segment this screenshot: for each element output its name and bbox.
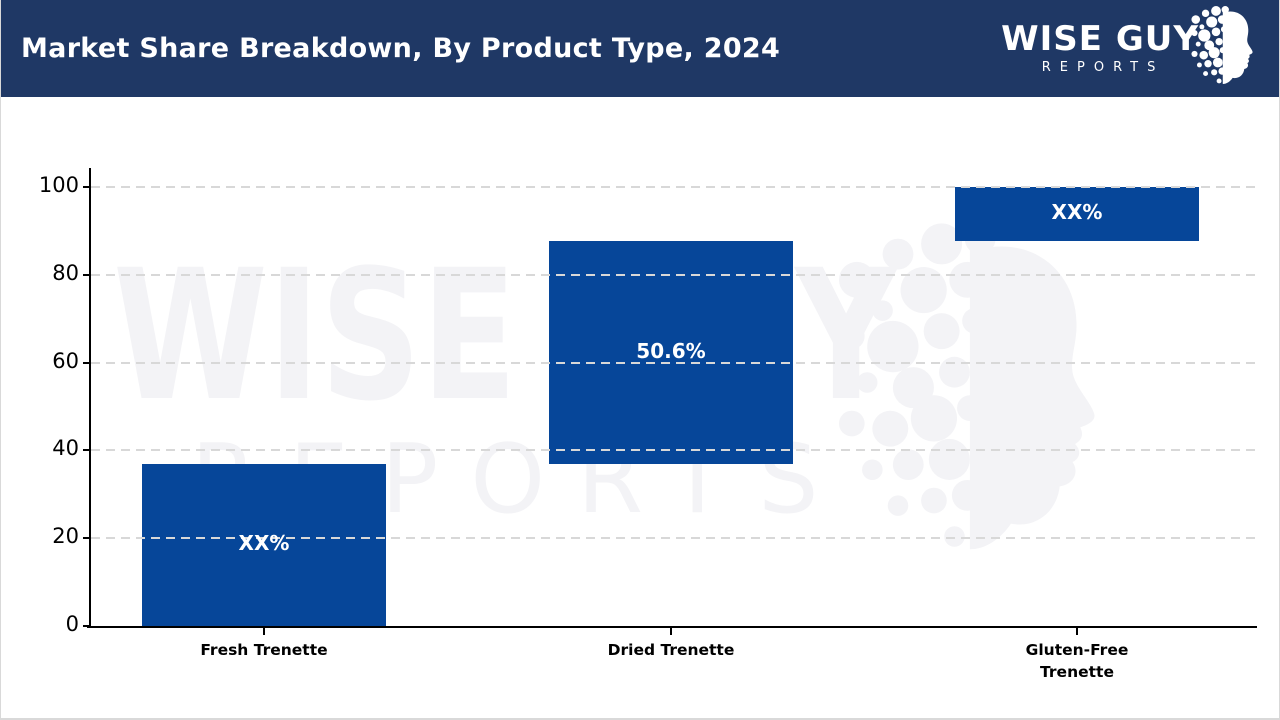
brand-name: WISE GUY [1001, 19, 1199, 59]
brand-head-icon [1187, 5, 1261, 92]
y-tick-mark-80 [83, 273, 91, 276]
x-axis [87, 626, 1257, 628]
page-title: Market Share Breakdown, By Product Type,… [21, 33, 781, 64]
y-tick-mark-40 [83, 449, 91, 452]
gridline-100 [91, 186, 1257, 188]
gridline-80 [91, 273, 1257, 276]
header: Market Share Breakdown, By Product Type,… [1, 0, 1279, 97]
y-tick-label-60: 60 [52, 348, 79, 373]
x-tick-mark-fresh-trenette [263, 628, 265, 635]
y-tick-label-40: 40 [52, 436, 79, 461]
y-tick-mark-20 [83, 537, 91, 540]
y-tick-label-80: 80 [52, 260, 79, 285]
bar-fresh-trenette [142, 463, 386, 626]
watermark-head-icon [821, 223, 1129, 587]
chart-area: WISE GUY REPORTS 0 20 40 60 80 100 XX% Fresh Tr… [1, 97, 1279, 718]
x-category-label-gluten-free-trenette: Gluten-Free Trenette [1025, 641, 1129, 681]
y-tick-label-20: 20 [52, 524, 79, 549]
bar-gluten-free-trenette [955, 187, 1199, 242]
x-tick-mark-dried-trenette [670, 628, 672, 635]
x-tick-mark-gluten-free-trenette [1076, 628, 1078, 635]
gridline-40 [91, 449, 1257, 452]
brand-logo-text: WISE GUY REPORTS [1001, 22, 1199, 75]
gridline-20 [91, 537, 1257, 540]
x-category-label-dried-trenette: Dried Trenette [607, 641, 735, 659]
y-tick-mark-60 [83, 361, 91, 364]
brand-subtitle: REPORTS [1041, 60, 1165, 75]
bar-label-gluten-free-trenette: XX% [1051, 200, 1103, 225]
bar-dried-trenette [549, 241, 793, 464]
brand-logo: WISE GUY REPORTS [1001, 5, 1261, 92]
gridline-60 [91, 361, 1257, 364]
bar-label-dried-trenette: 50.6% [636, 338, 706, 363]
y-tick-label-100: 100 [38, 173, 79, 197]
y-tick-label-0: 0 [65, 612, 79, 636]
x-category-label-fresh-trenette: Fresh Trenette [200, 641, 328, 659]
y-tick-mark-100 [83, 186, 91, 188]
bar-label-fresh-trenette: XX% [238, 530, 290, 555]
y-axis [89, 168, 91, 628]
